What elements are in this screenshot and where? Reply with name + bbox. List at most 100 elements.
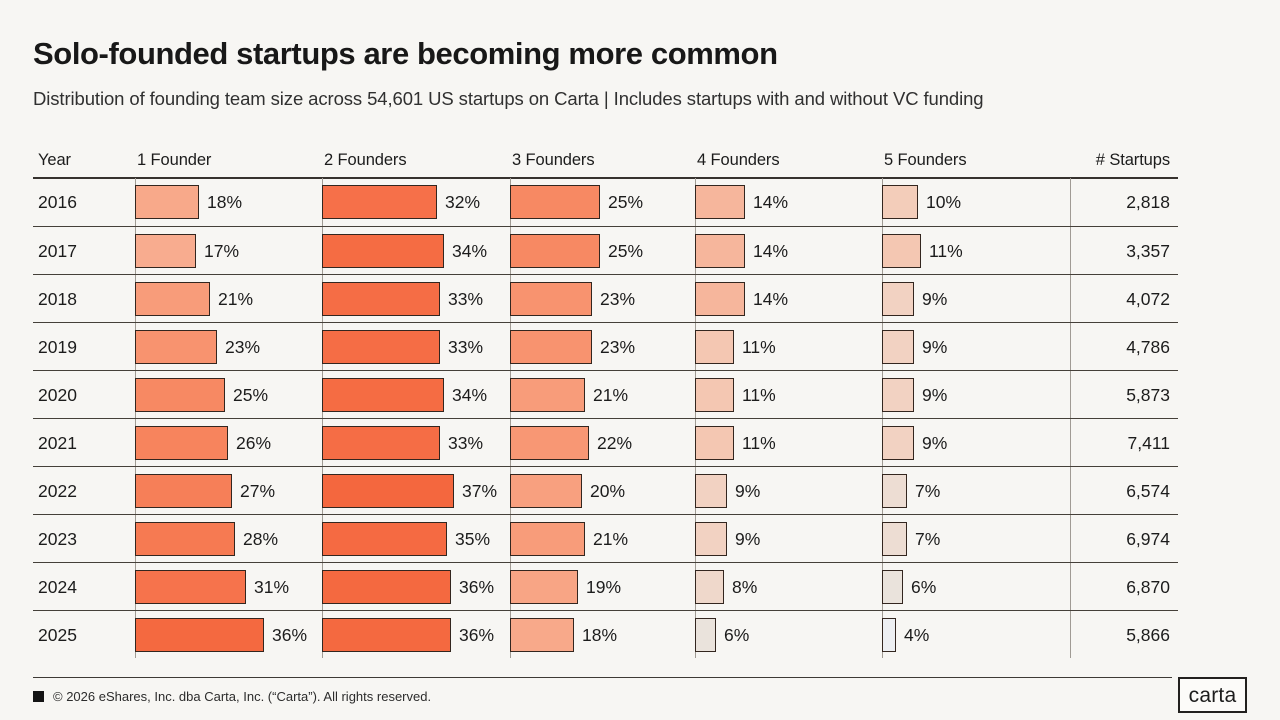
year-label: 2023 <box>38 529 77 549</box>
percentage-bar <box>695 330 734 364</box>
bar-cell-3-founders: 21% <box>510 378 628 412</box>
percentage-value-label: 34% <box>452 240 488 261</box>
bar-cell-5-founders: 9% <box>882 330 947 364</box>
bar-cell-2-founders: 34% <box>322 378 487 412</box>
bar-cell-2-founders: 36% <box>322 618 494 652</box>
startups-count: 6,574 <box>1126 481 1170 501</box>
percentage-bar <box>882 474 907 508</box>
percentage-value-label: 7% <box>915 480 941 501</box>
percentage-bar <box>510 378 585 412</box>
percentage-value-label: 7% <box>915 528 941 549</box>
percentage-value-label: 36% <box>459 576 495 597</box>
bar-cell-2-founders: 35% <box>322 522 490 556</box>
startups-count: 5,866 <box>1126 625 1170 645</box>
percentage-bar <box>135 570 246 604</box>
startups-count: 6,974 <box>1126 529 1170 549</box>
percentage-value-label: 14% <box>753 288 789 309</box>
percentage-value-label: 11% <box>742 336 776 357</box>
bar-cell-5-founders: 4% <box>882 618 929 652</box>
percentage-bar <box>882 330 914 364</box>
percentage-bar <box>882 185 918 219</box>
startups-count: 6,870 <box>1126 577 1170 597</box>
percentage-value-label: 25% <box>608 240 644 261</box>
percentage-value-label: 22% <box>597 432 633 453</box>
percentage-value-label: 14% <box>753 191 789 212</box>
year-label: 2017 <box>38 241 77 261</box>
year-label: 2022 <box>38 481 77 501</box>
bar-cell-1-founder: 27% <box>135 474 275 508</box>
percentage-value-label: 36% <box>272 624 308 645</box>
column-header-4-founders: 4 Founders <box>697 151 780 169</box>
table-row-2021: 2021 26% 33% 22% 11% 9% 7,411 <box>33 418 1178 466</box>
startups-count: 4,072 <box>1126 289 1170 309</box>
bar-cell-1-founder: 26% <box>135 426 271 460</box>
percentage-value-label: 21% <box>593 528 629 549</box>
page-subtitle: Distribution of founding team size acros… <box>33 88 984 109</box>
percentage-value-label: 9% <box>922 384 948 405</box>
bar-cell-5-founders: 7% <box>882 522 940 556</box>
bar-cell-2-founders: 36% <box>322 570 494 604</box>
percentage-value-label: 9% <box>922 336 948 357</box>
bar-cell-3-founders: 22% <box>510 426 632 460</box>
percentage-value-label: 9% <box>922 432 948 453</box>
percentage-bar <box>510 426 589 460</box>
bar-cell-3-founders: 20% <box>510 474 625 508</box>
percentage-value-label: 11% <box>742 432 776 453</box>
percentage-bar <box>882 570 903 604</box>
bar-cell-1-founder: 18% <box>135 185 242 219</box>
percentage-value-label: 33% <box>448 432 484 453</box>
percentage-value-label: 21% <box>593 384 629 405</box>
table-header-rule <box>33 177 1178 179</box>
bar-cell-4-founders: 8% <box>695 570 757 604</box>
percentage-bar <box>322 282 440 316</box>
percentage-bar <box>882 234 921 268</box>
percentage-bar <box>135 426 228 460</box>
percentage-value-label: 6% <box>911 576 937 597</box>
percentage-bar <box>695 522 727 556</box>
bar-cell-3-founders: 18% <box>510 618 617 652</box>
percentage-value-label: 34% <box>452 384 488 405</box>
bar-cell-4-founders: 11% <box>695 426 776 460</box>
percentage-value-label: 17% <box>204 240 240 261</box>
percentage-value-label: 27% <box>240 480 276 501</box>
startups-count: 5,873 <box>1126 385 1170 405</box>
percentage-value-label: 14% <box>753 240 789 261</box>
bar-cell-3-founders: 25% <box>510 185 643 219</box>
percentage-bar <box>322 522 447 556</box>
percentage-value-label: 23% <box>225 336 261 357</box>
percentage-bar <box>322 570 451 604</box>
percentage-bar <box>695 474 727 508</box>
percentage-bar <box>695 618 716 652</box>
percentage-value-label: 31% <box>254 576 290 597</box>
bar-cell-2-founders: 34% <box>322 234 487 268</box>
percentage-bar <box>135 330 217 364</box>
percentage-bar <box>322 185 437 219</box>
percentage-bar <box>135 378 225 412</box>
bar-cell-3-founders: 21% <box>510 522 628 556</box>
percentage-value-label: 26% <box>236 432 272 453</box>
bar-cell-5-founders: 9% <box>882 426 947 460</box>
percentage-value-label: 18% <box>207 191 243 212</box>
carta-logo: carta <box>1178 677 1247 713</box>
percentage-bar <box>695 426 734 460</box>
footer-rule <box>33 677 1172 678</box>
percentage-value-label: 25% <box>608 191 644 212</box>
percentage-value-label: 11% <box>742 384 776 405</box>
percentage-value-label: 32% <box>445 191 481 212</box>
year-label: 2019 <box>38 337 77 357</box>
bar-cell-1-founder: 23% <box>135 330 260 364</box>
percentage-value-label: 9% <box>922 288 948 309</box>
bar-cell-3-founders: 23% <box>510 330 635 364</box>
percentage-value-label: 19% <box>586 576 622 597</box>
bar-cell-4-founders: 9% <box>695 474 760 508</box>
bar-cell-4-founders: 11% <box>695 378 776 412</box>
startups-count: 3,357 <box>1126 241 1170 261</box>
percentage-value-label: 37% <box>462 480 498 501</box>
column-header-1-founder: 1 Founder <box>137 151 212 169</box>
percentage-bar <box>695 185 745 219</box>
bar-cell-4-founders: 14% <box>695 185 788 219</box>
bar-cell-4-founders: 9% <box>695 522 760 556</box>
percentage-value-label: 6% <box>724 624 750 645</box>
